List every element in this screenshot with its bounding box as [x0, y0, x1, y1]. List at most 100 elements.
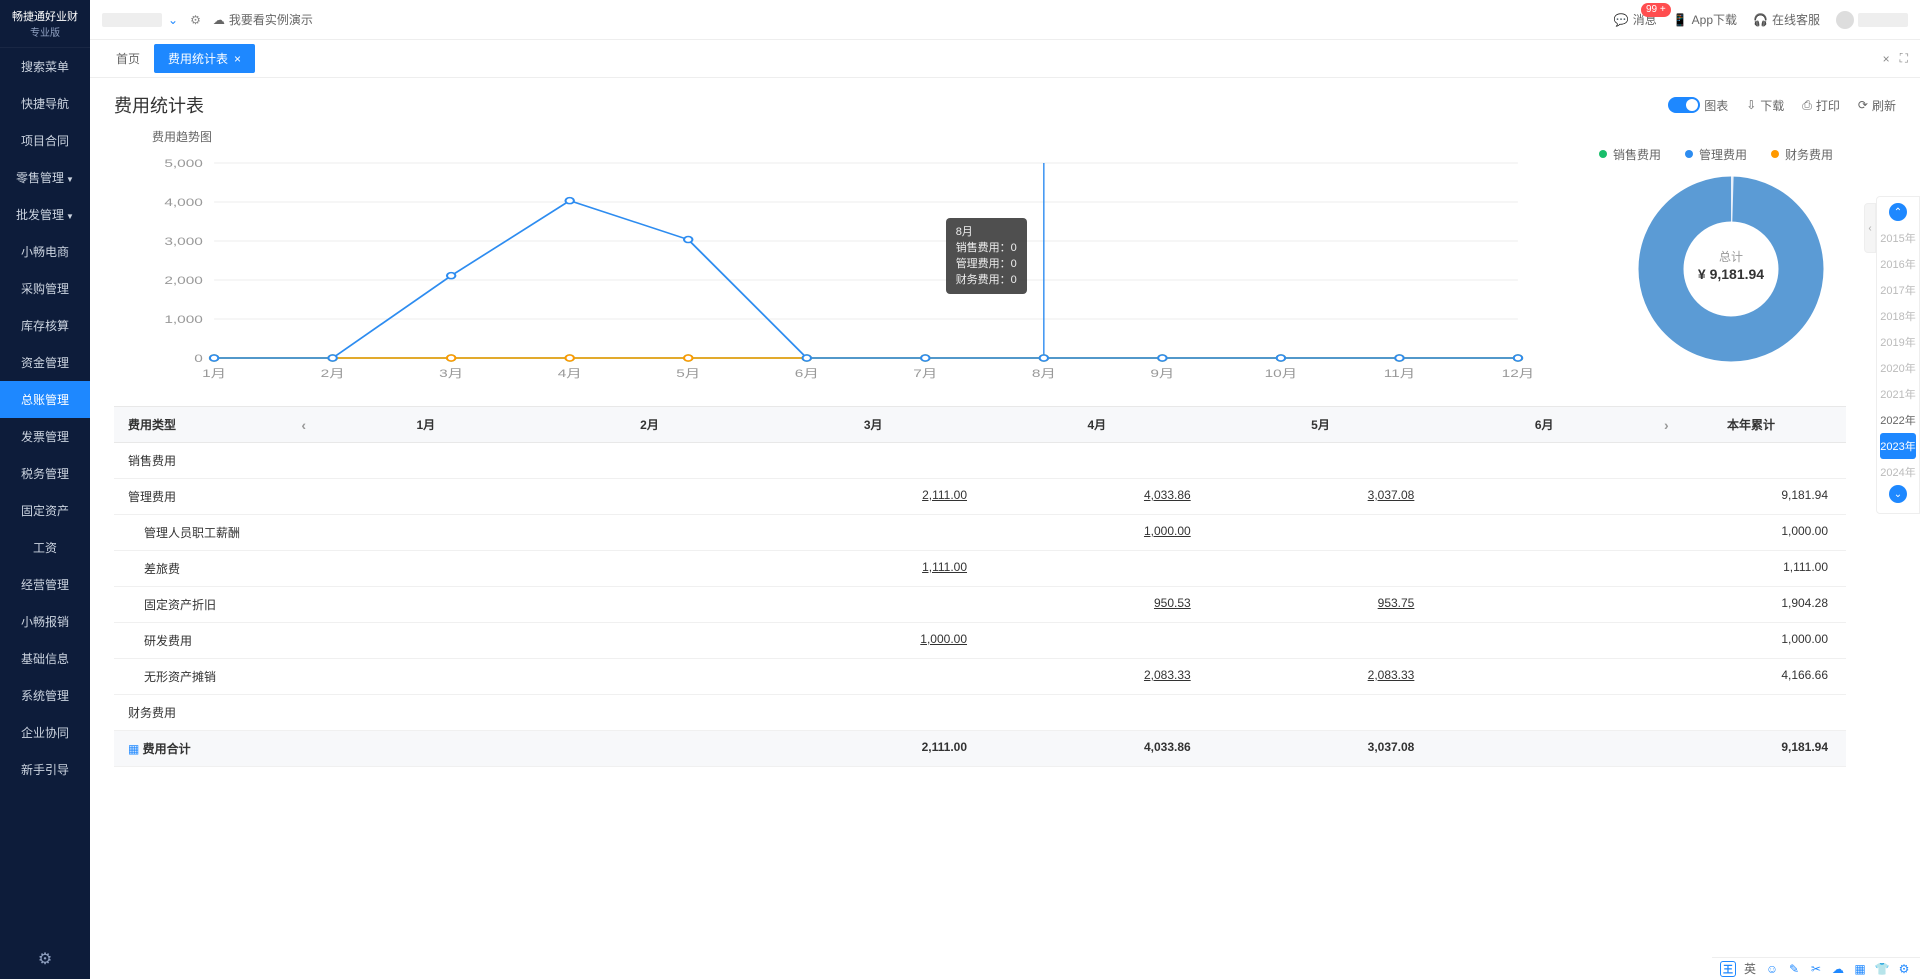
- td-val: [1432, 623, 1656, 658]
- table-row: 财务费用: [114, 695, 1846, 731]
- legend-label: 财务费用: [1785, 146, 1833, 163]
- chart-toggle[interactable]: 图表: [1668, 97, 1728, 114]
- year-option[interactable]: 2019年: [1877, 329, 1919, 355]
- th-m5: 5月: [1209, 407, 1433, 442]
- cloud-icon: ☁: [213, 13, 225, 27]
- svg-text:4月: 4月: [558, 367, 582, 379]
- ime-icon[interactable]: 王: [1720, 961, 1736, 977]
- app-download-button[interactable]: 📱 App下载: [1673, 11, 1737, 28]
- year-option[interactable]: 2020年: [1877, 355, 1919, 381]
- sidebar-item-10[interactable]: 发票管理: [0, 418, 90, 455]
- online-service-button[interactable]: 🎧 在线客服: [1753, 11, 1820, 28]
- td-label: 差旅费: [114, 551, 314, 586]
- sidebar-item-label: 搜索菜单: [21, 60, 69, 74]
- tab-home[interactable]: 首页: [102, 44, 154, 73]
- messages-button[interactable]: 💬 消息 99 +: [1614, 11, 1657, 28]
- line-chart[interactable]: 01,0002,0003,0004,0005,0001月2月3月4月5月6月7月…: [144, 153, 1546, 383]
- year-option[interactable]: 2023年: [1880, 433, 1916, 459]
- sidebar-item-18[interactable]: 企业协同: [0, 714, 90, 751]
- download-label: 下载: [1760, 97, 1784, 114]
- sidebar-item-16[interactable]: 基础信息: [0, 640, 90, 677]
- sidebar-item-1[interactable]: 快捷导航: [0, 85, 90, 122]
- cell-link[interactable]: 953.75: [1378, 596, 1415, 610]
- cell-link[interactable]: 2,111.00: [922, 488, 967, 502]
- sidebar-item-14[interactable]: 经营管理: [0, 566, 90, 603]
- tab-close-all-icon[interactable]: ×: [1883, 52, 1890, 66]
- cell-link[interactable]: 1,000.00: [920, 632, 967, 646]
- sidebar-item-3[interactable]: 零售管理▼: [0, 159, 90, 196]
- legend-item[interactable]: 财务费用: [1771, 146, 1833, 163]
- cell-link[interactable]: 2,083.33: [1144, 668, 1191, 682]
- year-option[interactable]: 2016年: [1877, 251, 1919, 277]
- tray-shirt-icon[interactable]: 👕: [1874, 961, 1890, 977]
- tab-expense-stats[interactable]: 费用统计表 ×: [154, 44, 255, 73]
- sidebar-item-9[interactable]: 总账管理: [0, 381, 90, 418]
- cell-link[interactable]: 3,037.08: [1368, 488, 1415, 502]
- legend-item[interactable]: 销售费用: [1599, 146, 1661, 163]
- cell-link[interactable]: 1,111.00: [922, 560, 967, 574]
- settings-icon[interactable]: ⚙: [38, 951, 52, 968]
- sidebar-item-0[interactable]: 搜索菜单: [0, 48, 90, 85]
- year-rail-collapse[interactable]: ‹: [1864, 203, 1876, 253]
- sidebar-item-15[interactable]: 小畅报销: [0, 603, 90, 640]
- td-val: [761, 659, 985, 694]
- year-rail-up-icon[interactable]: ⌃: [1889, 203, 1907, 221]
- org-selector[interactable]: ⌄: [102, 13, 178, 27]
- sidebar-item-11[interactable]: 税务管理: [0, 455, 90, 492]
- fullscreen-icon[interactable]: ⛶: [1900, 51, 1908, 66]
- close-icon[interactable]: ×: [234, 52, 241, 66]
- refresh-button[interactable]: ⟳ 刷新: [1858, 97, 1896, 114]
- user-menu[interactable]: [1836, 11, 1908, 29]
- sidebar-item-19[interactable]: 新手引导: [0, 751, 90, 788]
- demo-link[interactable]: ☁ 我要看实例演示: [213, 11, 313, 28]
- sidebar-item-5[interactable]: 小畅电商: [0, 233, 90, 270]
- year-option[interactable]: 2022年: [1877, 407, 1919, 433]
- table-prev-icon[interactable]: ‹: [301, 417, 306, 433]
- cell-link[interactable]: 4,033.86: [1144, 488, 1191, 502]
- tray-smile-icon[interactable]: ☺: [1764, 961, 1780, 977]
- cell-link[interactable]: 2,083.33: [1368, 668, 1415, 682]
- toggle-switch[interactable]: [1668, 97, 1700, 113]
- td-total-label: 费用合计: [114, 731, 314, 766]
- ime-lang[interactable]: 英: [1742, 961, 1758, 977]
- td-val: 1,000.00: [761, 623, 985, 658]
- tray-scissors-icon[interactable]: ✂: [1808, 961, 1824, 977]
- legend-item[interactable]: 管理费用: [1685, 146, 1747, 163]
- td-val: [1432, 479, 1656, 514]
- year-rail-down-icon[interactable]: ⌄: [1889, 485, 1907, 503]
- demo-label: 我要看实例演示: [229, 11, 313, 28]
- year-option[interactable]: 2015年: [1877, 225, 1919, 251]
- td-label: 无形资产摊销: [114, 659, 314, 694]
- download-button[interactable]: ⇩ 下载: [1746, 97, 1784, 114]
- sidebar-item-2[interactable]: 项目合同: [0, 122, 90, 159]
- table-next-icon[interactable]: ›: [1664, 417, 1669, 433]
- year-option[interactable]: 2021年: [1877, 381, 1919, 407]
- year-option[interactable]: 2017年: [1877, 277, 1919, 303]
- cell-link[interactable]: 950.53: [1154, 596, 1191, 610]
- print-button[interactable]: ⎙ 打印: [1802, 97, 1840, 114]
- tray-gear-icon[interactable]: ⚙: [1896, 961, 1912, 977]
- th-m2: 2月: [538, 407, 762, 442]
- tray-cloud-icon[interactable]: ☁: [1830, 961, 1846, 977]
- sidebar-item-label: 总账管理: [21, 393, 69, 407]
- sidebar-item-12[interactable]: 固定资产: [0, 492, 90, 529]
- sidebar-item-7[interactable]: 库存核算: [0, 307, 90, 344]
- td-total-val: 4,033.86: [985, 731, 1209, 766]
- content: 费用统计表 图表 ⇩ 下载 ⎙ 打印 ⟳: [90, 78, 1920, 979]
- chart-title: 费用趋势图: [152, 128, 1546, 145]
- th-type: 费用类型 ‹: [114, 407, 314, 442]
- sidebar-item-4[interactable]: 批发管理▼: [0, 196, 90, 233]
- sidebar-item-17[interactable]: 系统管理: [0, 677, 90, 714]
- tray-edit-icon[interactable]: ✎: [1786, 961, 1802, 977]
- sidebar-item-6[interactable]: 采购管理: [0, 270, 90, 307]
- year-option[interactable]: 2024年: [1877, 459, 1919, 485]
- sidebar-item-label: 税务管理: [21, 467, 69, 481]
- td-val: [314, 479, 538, 514]
- year-option[interactable]: 2018年: [1877, 303, 1919, 329]
- tray-grid-icon[interactable]: ▦: [1852, 961, 1868, 977]
- sidebar-item-8[interactable]: 资金管理: [0, 344, 90, 381]
- donut-chart[interactable]: 总计 ¥ 9,181.94: [1631, 169, 1831, 369]
- sidebar-item-13[interactable]: 工资: [0, 529, 90, 566]
- org-settings-icon[interactable]: ⚙: [190, 13, 201, 27]
- cell-link[interactable]: 1,000.00: [1144, 524, 1191, 538]
